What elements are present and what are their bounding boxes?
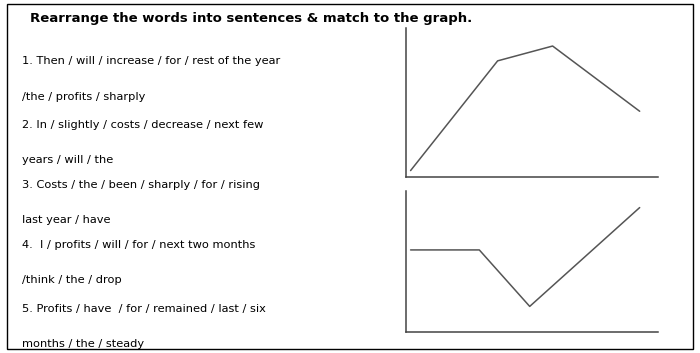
Text: 4.  I / profits / will / for / next two months: 4. I / profits / will / for / next two m… — [22, 240, 255, 250]
Text: /the / profits / sharply: /the / profits / sharply — [22, 92, 145, 102]
Text: /think / the / drop: /think / the / drop — [22, 275, 122, 285]
Text: last year / have: last year / have — [22, 215, 111, 225]
Text: 5. Profits / have  / for / remained / last / six: 5. Profits / have / for / remained / las… — [22, 304, 266, 313]
Text: 1. Then / will / increase / for / rest of the year: 1. Then / will / increase / for / rest o… — [22, 56, 280, 66]
Text: 3. Costs / the / been / sharply / for / rising: 3. Costs / the / been / sharply / for / … — [22, 180, 260, 190]
Text: Rearrange the words into sentences & match to the graph.: Rearrange the words into sentences & mat… — [29, 12, 472, 25]
Text: 2. In / slightly / costs / decrease / next few: 2. In / slightly / costs / decrease / ne… — [22, 120, 263, 130]
Text: months / the / steady: months / the / steady — [22, 339, 144, 349]
Text: years / will / the: years / will / the — [22, 155, 113, 165]
